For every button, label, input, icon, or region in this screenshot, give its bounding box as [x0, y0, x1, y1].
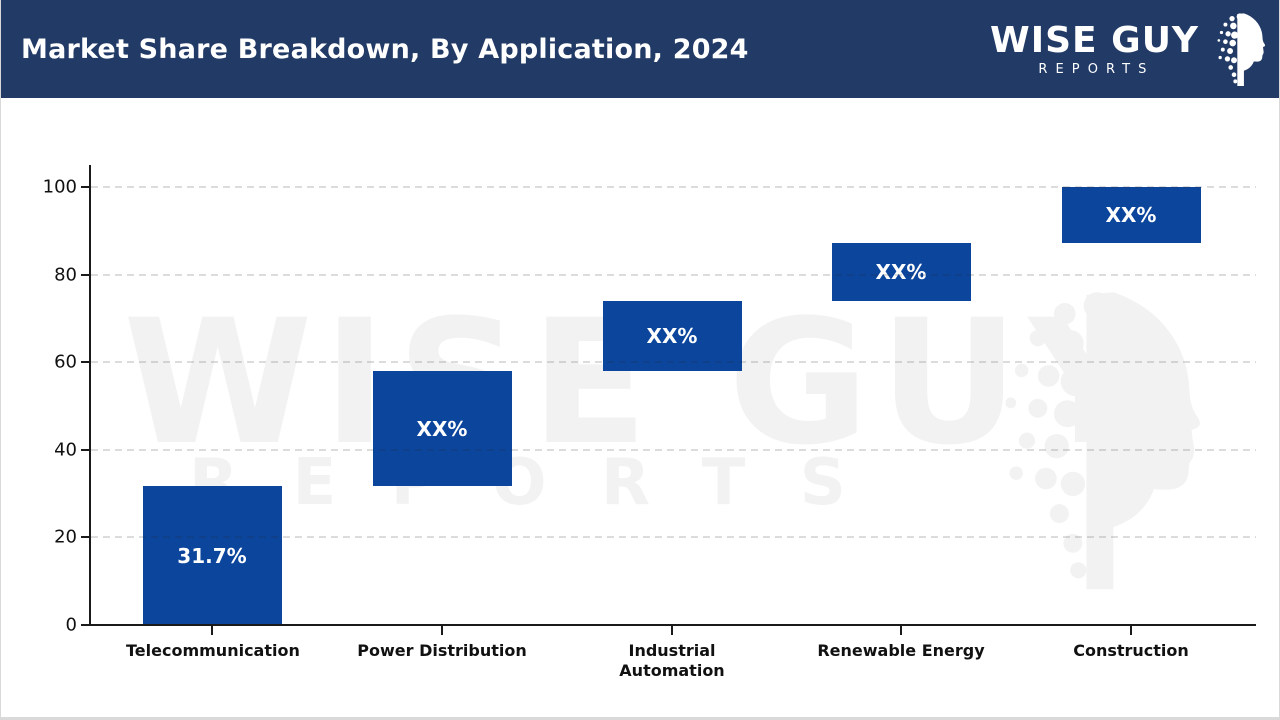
- bar-construction: XX%: [1061, 187, 1201, 243]
- gridline-60: [91, 361, 1256, 363]
- gridline-100: [91, 186, 1256, 188]
- bar-value-label: XX%: [875, 260, 927, 284]
- y-tick-label: 60: [54, 351, 77, 373]
- gridline-40: [91, 449, 1256, 451]
- gridline-80: [91, 274, 1256, 276]
- logo-subtitle: REPORTS: [1038, 61, 1155, 77]
- y-tick-mark: [81, 274, 90, 276]
- category-label-power-distribution: Power Distribution: [357, 641, 527, 660]
- category-label-telecommunication: Telecommunication: [126, 641, 300, 660]
- x-tick-mark: [900, 626, 902, 635]
- y-tick-mark: [81, 361, 90, 363]
- y-tick-mark: [81, 186, 90, 188]
- bar-power-distribution: XX%: [372, 371, 512, 486]
- x-tick-mark: [1130, 626, 1132, 635]
- category-label-industrial-automation: Industrial Automation: [619, 641, 725, 680]
- bar-industrial-automation: XX%: [602, 301, 742, 371]
- header-bar: Market Share Breakdown, By Application, …: [1, 0, 1279, 98]
- gridline-20: [91, 536, 1256, 538]
- y-tick-label: 100: [42, 176, 77, 198]
- logo-head-icon: [1217, 13, 1266, 86]
- logo-wordmark: WISE GUY: [989, 19, 1199, 61]
- category-label-construction: Construction: [1073, 641, 1189, 660]
- watermark-subtitle: REPORTS: [189, 446, 901, 520]
- y-tick-label: 40: [54, 439, 77, 461]
- logo-text: WISE GUY REPORTS: [989, 19, 1199, 77]
- y-tick-label: 0: [65, 614, 77, 636]
- bar-value-label: 31.7%: [177, 543, 247, 568]
- y-tick-mark: [81, 449, 90, 451]
- x-axis-line: [89, 624, 1256, 626]
- bar-renewable-energy: XX%: [831, 243, 971, 301]
- bar-value-label: XX%: [646, 324, 698, 348]
- category-label-renewable-energy: Renewable Energy: [817, 641, 985, 660]
- bar-telecommunication: 31.7%: [142, 486, 282, 625]
- y-tick-mark: [81, 536, 90, 538]
- chart-title: Market Share Breakdown, By Application, …: [21, 33, 749, 65]
- bar-value-label: XX%: [416, 416, 468, 441]
- watermark-head-icon: [1005, 292, 1200, 590]
- x-tick-mark: [211, 626, 213, 635]
- y-axis-line: [89, 165, 91, 626]
- x-tick-mark: [671, 626, 673, 635]
- y-tick-label: 80: [54, 264, 77, 286]
- wise-guy-reports-logo: WISE GUY REPORTS: [990, 9, 1269, 89]
- y-tick-mark: [81, 624, 90, 626]
- x-tick-mark: [441, 626, 443, 635]
- bar-value-label: XX%: [1105, 203, 1157, 227]
- y-tick-label: 20: [54, 526, 77, 548]
